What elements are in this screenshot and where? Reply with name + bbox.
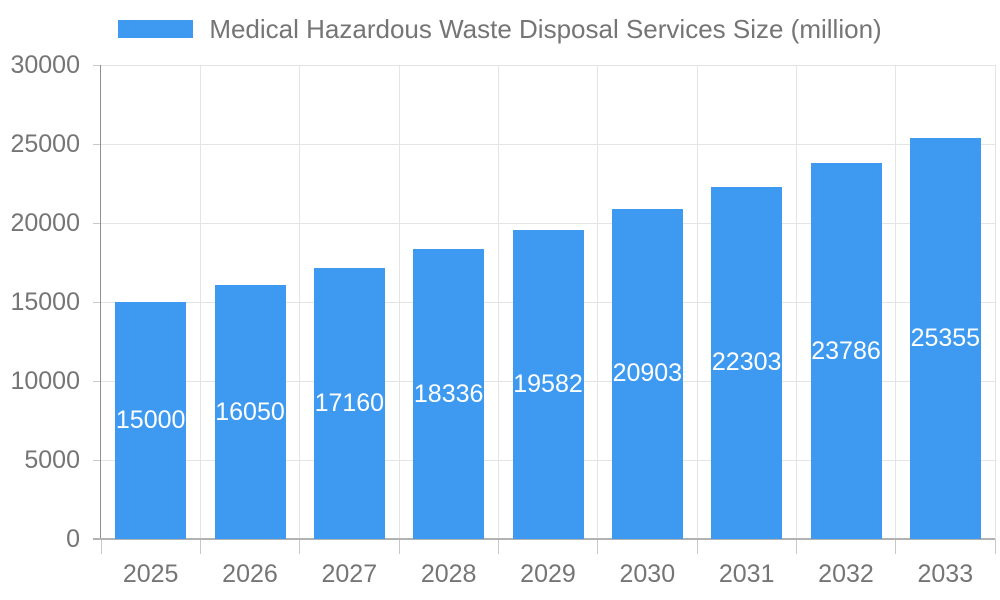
bar-2027[interactable]: 17160 [313,267,385,539]
x-axis-label-2030: 2030 [619,560,676,588]
y-tick [93,222,101,224]
x-tick [696,539,698,554]
bar-value-label: 25355 [910,324,981,353]
y-axis-label: 10000 [10,367,80,395]
bar-2028[interactable]: 18336 [413,249,485,539]
y-axis-line [100,65,101,539]
bar-value-label: 15000 [115,406,186,434]
x-tick [497,539,499,554]
bar-2031[interactable]: 22303 [711,186,783,539]
x-axis-label-2028: 2028 [420,560,477,588]
v-gridline [597,65,599,539]
v-gridline [398,65,400,539]
bar-2029[interactable]: 19582 [512,229,584,539]
y-tick [93,143,101,145]
x-tick [795,539,797,554]
x-tick [199,539,201,554]
x-axis-label-2032: 2032 [818,560,874,588]
y-axis-label: 5000 [24,446,80,474]
legend[interactable]: Medical Hazardous Waste Disposal Service… [0,11,1000,47]
x-axis-label-2027: 2027 [321,560,378,588]
bar-value-label: 22303 [711,348,782,377]
y-tick [93,301,101,303]
bar-2033[interactable]: 25355 [909,138,981,539]
v-gridline [895,65,897,539]
h-gridline [101,64,995,66]
x-axis-label-2029: 2029 [520,560,576,588]
v-gridline [299,65,301,539]
x-tick [299,539,301,554]
bar-value-label: 23786 [811,336,881,365]
x-axis-label-2025: 2025 [122,560,179,588]
x-tick [597,539,599,554]
bar-2026[interactable]: 16050 [214,285,286,539]
bar-2025[interactable]: 15000 [115,302,187,539]
v-gridline [994,65,996,539]
h-gridline [101,143,995,145]
bar-2032[interactable]: 23786 [810,163,882,539]
x-tick [100,539,102,554]
x-tick [895,539,897,554]
y-tick [93,64,101,66]
bar-value-label: 18336 [413,379,484,408]
y-axis-label: 0 [66,525,80,553]
y-axis-label: 20000 [10,209,80,237]
y-tick [93,459,101,461]
legend-swatch [118,20,194,38]
bar-value-label: 16050 [215,397,285,426]
v-gridline [199,65,201,539]
v-gridline [795,65,797,539]
x-tick [398,539,400,554]
bar-2030[interactable]: 20903 [611,208,683,539]
x-axis-line [93,538,995,540]
legend-label: Medical Hazardous Waste Disposal Service… [209,13,882,44]
bar-value-label: 17160 [314,388,385,417]
x-tick [994,539,996,554]
y-axis-label: 30000 [10,51,80,79]
x-axis-label-2026: 2026 [222,560,278,588]
y-axis-label: 25000 [10,130,80,158]
v-gridline [497,65,499,539]
bar-value-label: 20903 [612,359,683,388]
x-axis-label-2033: 2033 [917,560,974,588]
bar-value-label: 19582 [513,369,583,398]
y-axis-label: 15000 [10,288,80,316]
h-gridline [101,222,995,224]
x-axis-label-2031: 2031 [718,560,775,588]
y-tick [93,380,101,382]
v-gridline [696,65,698,539]
